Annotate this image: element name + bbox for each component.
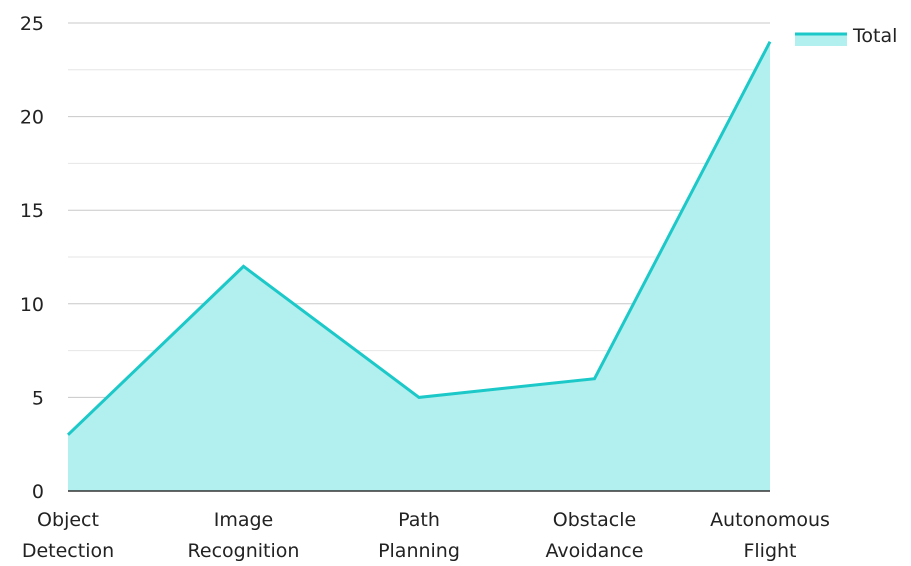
- x-tick-label: Path Planning: [378, 509, 460, 562]
- y-tick-label: 0: [32, 481, 44, 503]
- x-tick-label-line: Path: [398, 509, 440, 531]
- series-area: [66, 41, 772, 491]
- y-tick-label: 20: [20, 107, 44, 129]
- x-axis: Object Detection Image Recognition Path Plann…: [22, 509, 830, 562]
- legend-label-total: Total: [852, 25, 897, 47]
- x-tick-label: Autonomous Flight: [710, 509, 830, 562]
- legend-swatch-total: [795, 33, 847, 46]
- y-tick-label: 10: [20, 294, 44, 316]
- legend[interactable]: Total: [795, 25, 897, 47]
- y-tick-label: 5: [32, 387, 44, 409]
- x-tick-label-line: Autonomous: [710, 509, 830, 531]
- x-tick-label: Object Detection: [22, 509, 114, 562]
- y-tick-label: 25: [20, 13, 44, 35]
- x-tick-label-line: Avoidance: [546, 540, 644, 562]
- x-tick-label-line: Flight: [743, 540, 796, 562]
- x-tick-label-line: Recognition: [188, 540, 300, 562]
- x-tick-label-line: Planning: [378, 540, 460, 562]
- series-total-area: [68, 41, 770, 491]
- y-tick-label: 15: [20, 200, 44, 222]
- series-total-line: [66, 41, 772, 436]
- x-tick-label-line: Detection: [22, 540, 114, 562]
- x-tick-label-line: Image: [214, 509, 274, 531]
- x-tick-label: Obstacle Avoidance: [546, 509, 644, 562]
- x-tick-label-line: Obstacle: [553, 509, 636, 531]
- x-tick-label-line: Object: [37, 509, 99, 531]
- y-axis: 0 5 10 15 20 25: [20, 13, 44, 503]
- x-tick-label: Image Recognition: [188, 509, 300, 562]
